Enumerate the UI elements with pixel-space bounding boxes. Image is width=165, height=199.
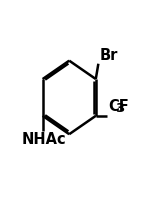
- Text: CF: CF: [109, 99, 129, 114]
- Text: Br: Br: [100, 48, 118, 63]
- Text: NHAc: NHAc: [22, 132, 66, 147]
- Text: 3: 3: [115, 102, 124, 115]
